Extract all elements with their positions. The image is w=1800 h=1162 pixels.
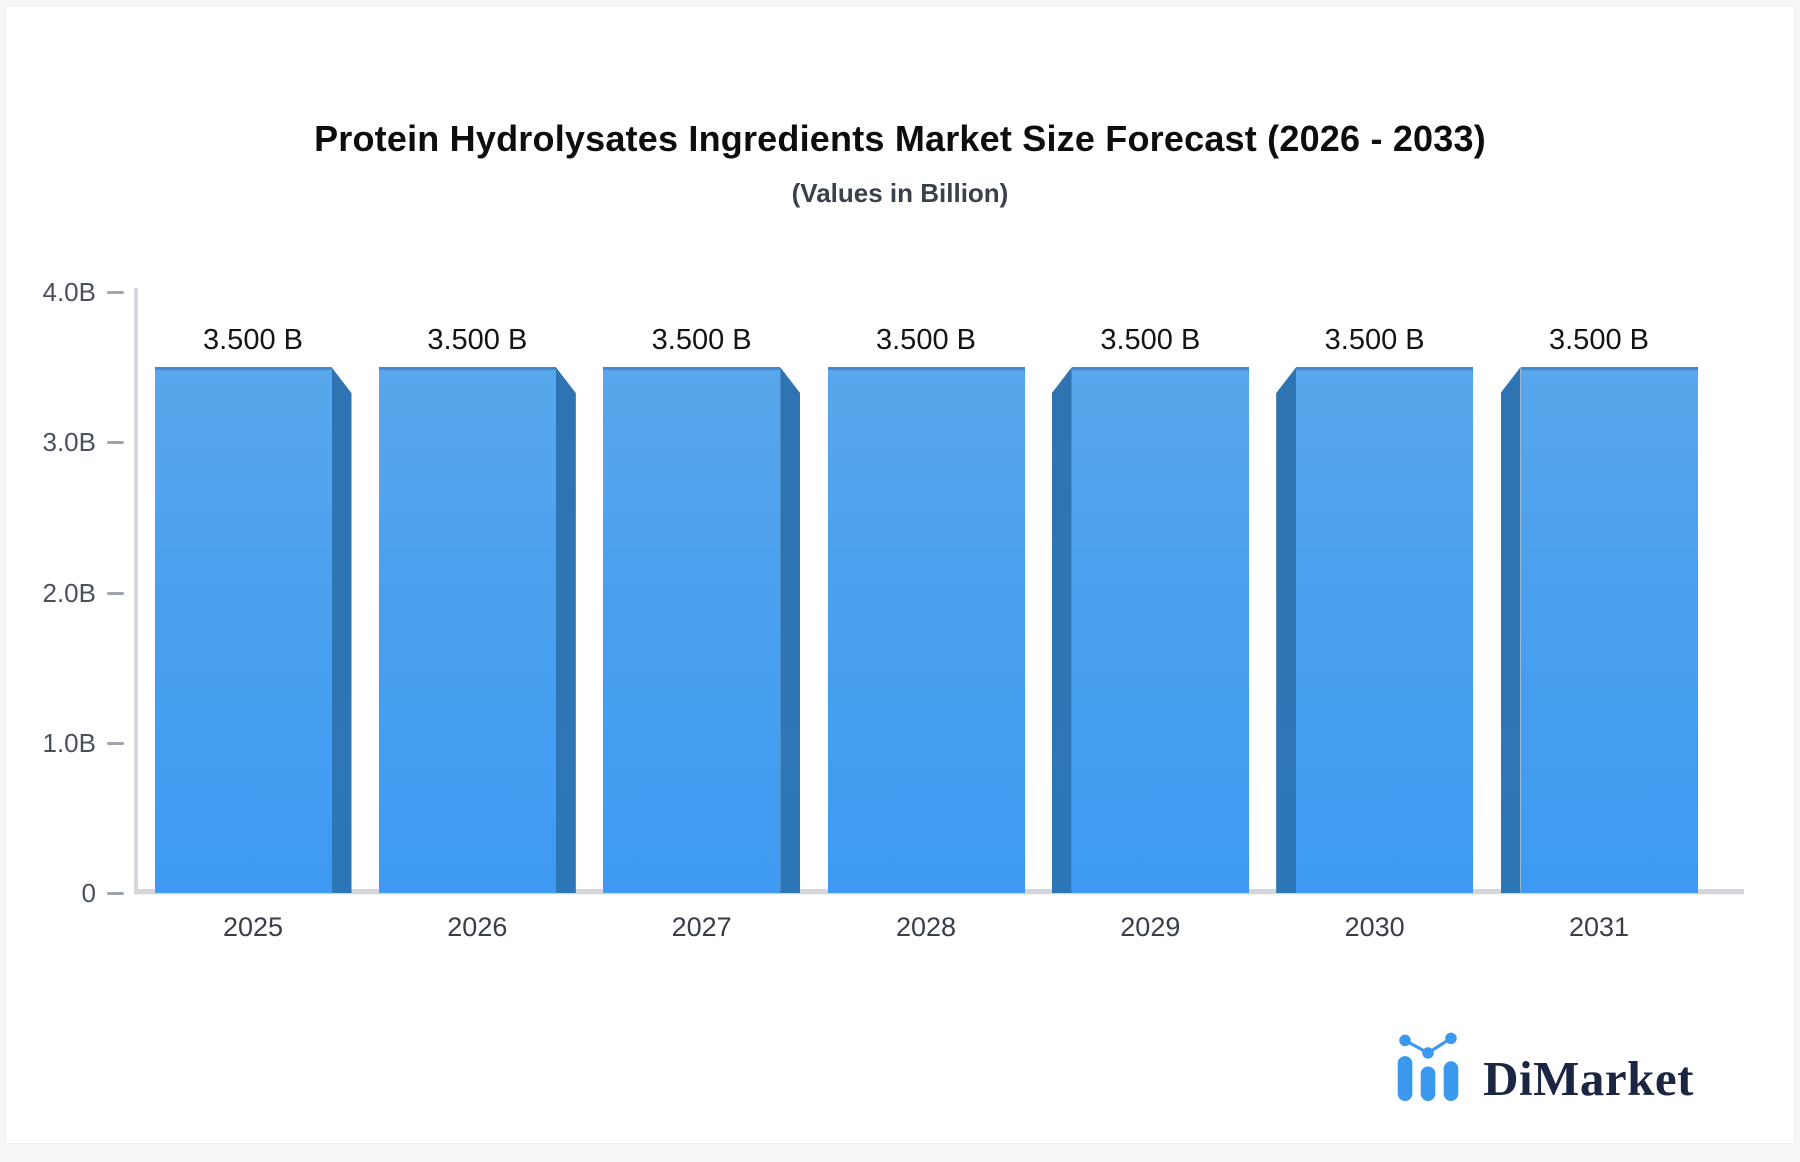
bar-2026[interactable] <box>378 367 576 893</box>
bar-chart-plot-area: 0 1.0B 2.0B 3.0B 4.0B 3.500 B 2025 3.500 B 2026 3… <box>6 6 1800 1162</box>
y-tick-mark <box>107 591 124 595</box>
x-tick-label: 2031 <box>1568 912 1630 942</box>
bar-2031[interactable] <box>1500 367 1698 893</box>
y-tick-mark <box>107 441 124 445</box>
bar-3d-side <box>555 367 576 893</box>
bar-2028[interactable] <box>827 367 1025 893</box>
dimarket-logo[interactable]: DiMarket <box>1387 1031 1694 1106</box>
bar-value-label: 3.500 B <box>1324 324 1425 357</box>
x-tick-label: 2026 <box>447 912 508 942</box>
y-tick-label: 3.0B <box>42 427 97 458</box>
bar-value-label: 3.500 B <box>427 324 528 357</box>
brand-name: DiMarket <box>1483 1050 1694 1106</box>
y-tick-mark <box>107 291 124 294</box>
bar-line-chart-icon <box>1397 1032 1459 1101</box>
bar-2029[interactable] <box>1051 367 1249 893</box>
bar-face <box>603 367 781 893</box>
bar-face <box>827 367 1025 893</box>
y-tick-mark <box>107 892 124 895</box>
bar-value-label: 3.500 B <box>203 324 303 357</box>
bar-face <box>1296 367 1474 893</box>
bar-3d-side <box>1500 367 1521 893</box>
x-tick-label: 2025 <box>222 912 284 942</box>
y-axis-line <box>134 288 138 894</box>
bar-value-label: 3.500 B <box>1549 324 1649 357</box>
bar-value-label: 3.500 B <box>876 324 976 357</box>
x-tick-label: 2030 <box>1344 912 1405 942</box>
bar-3d-side <box>331 367 352 893</box>
bar-2030[interactable] <box>1276 367 1474 893</box>
x-tick-label: 2028 <box>895 912 957 942</box>
chart-card: Protein Hydrolysates Ingredients Market … <box>5 5 1795 1144</box>
bar-value-label: 3.500 B <box>651 324 752 357</box>
y-tick-label: 2.0B <box>42 577 97 608</box>
bar-face <box>154 367 332 893</box>
y-tick-label: 0 <box>81 878 96 908</box>
y-tick-label: 4.0B <box>42 277 97 307</box>
bar-face <box>1520 367 1698 893</box>
bar-2025[interactable] <box>154 367 352 893</box>
bar-face <box>1071 367 1249 893</box>
bar-value-label: 3.500 B <box>1100 324 1201 357</box>
y-tick-label: 1.0B <box>42 727 97 758</box>
bar-2027[interactable] <box>603 367 801 893</box>
bar-3d-side <box>780 367 801 893</box>
y-tick-mark <box>107 741 124 745</box>
x-tick-label: 2029 <box>1120 912 1181 942</box>
bar-3d-side <box>1276 367 1297 893</box>
chart-title: Protein Hydrolysates Ingredients Market … <box>314 118 1486 159</box>
bar-3d-side <box>1051 367 1072 893</box>
chart-subtitle: (Values in Billion) <box>791 178 1009 208</box>
bar-face <box>378 367 556 893</box>
x-tick-label: 2027 <box>671 912 732 942</box>
